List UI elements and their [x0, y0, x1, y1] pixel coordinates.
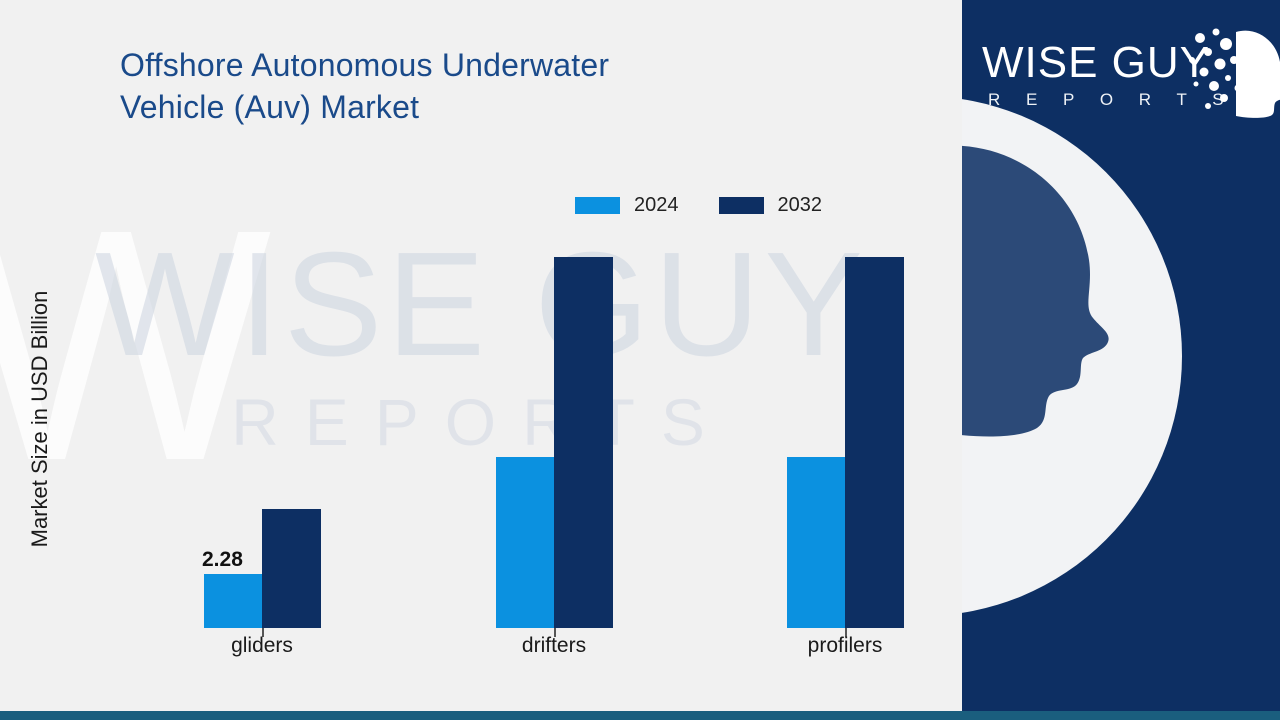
brand-logo-subtext: R E P O R T S — [988, 90, 1235, 109]
bar-group-drifters — [496, 230, 613, 628]
chart-title-line-2: Vehicle (Auv) Market — [120, 89, 420, 126]
chart-title-line-1: Offshore Autonomous Underwater — [120, 47, 610, 83]
legend-label-2032: 2032 — [777, 194, 823, 216]
legend-item-2032[interactable]: 2032 — [718, 194, 823, 217]
legend-swatch-2024 — [575, 197, 620, 214]
legend-label-2024: 2024 — [634, 194, 679, 216]
chart-title: Offshore Autonomous Underwater Vehicle (… — [120, 44, 880, 128]
bar-group-profilers — [787, 230, 904, 628]
chart-panel: W WISE GUY REPORTS Offshore Autonomous U… — [0, 44, 918, 657]
legend-item-2024[interactable]: 2024 — [575, 194, 679, 217]
x-tick-profilers — [845, 628, 847, 637]
bar-profilers-2024[interactable] — [787, 457, 845, 628]
brand-logo: WISE GUY R E P O R T S — [982, 28, 1280, 118]
x-tick-gliders — [262, 628, 264, 637]
bottom-accent-strip — [0, 711, 1280, 720]
bar-value-gliders: 2.28 — [202, 548, 243, 571]
brand-panel: WISE GUY R E P O R T S — [962, 0, 1280, 711]
brand-logo-wordmark: WISE GUY — [982, 38, 1211, 87]
category-label-gliders: gliders — [231, 634, 293, 657]
category-label-profilers: profilers — [807, 634, 883, 657]
bar-drifters-2024[interactable] — [496, 457, 554, 628]
head-silhouette-icon — [962, 146, 1109, 437]
bar-drifters-2032[interactable] — [554, 257, 613, 628]
y-axis-label: Market Size in USD Billion — [27, 290, 52, 548]
logo-dot-head-icon — [1189, 28, 1280, 118]
bar-gliders-2032[interactable] — [262, 509, 321, 628]
x-tick-drifters — [554, 628, 556, 637]
bar-profilers-2032[interactable] — [845, 257, 904, 628]
bar-gliders-2024[interactable] — [204, 574, 262, 628]
chart-legend: 2024 2032 — [575, 194, 822, 217]
legend-swatch-2032 — [718, 197, 764, 214]
bar-group-gliders — [204, 230, 321, 628]
plot-area: 2.28 gliders drifters profilers — [118, 230, 918, 657]
category-label-drifters: drifters — [521, 634, 587, 657]
